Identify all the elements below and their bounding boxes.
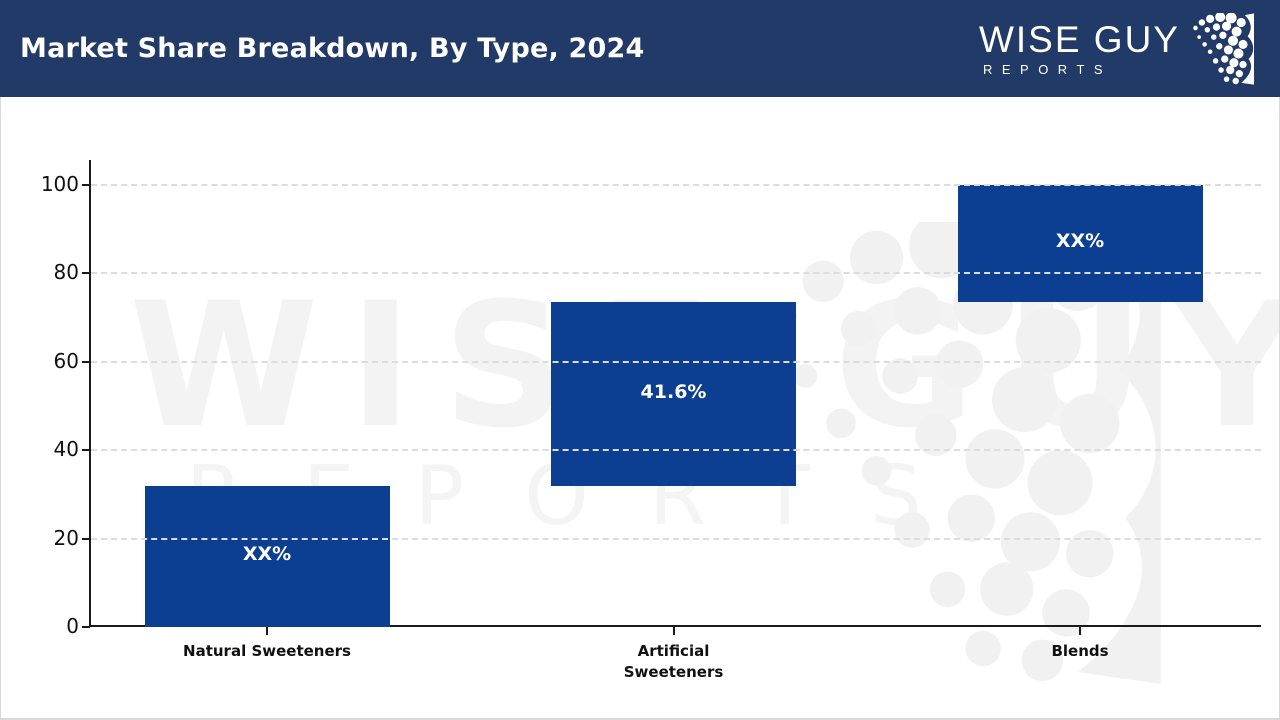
chart-canvas: WISE GUY REPORTS 020406080100XX%41.6%XX%… bbox=[0, 97, 1280, 720]
logo-text: WISE GUY REPORTS bbox=[979, 21, 1180, 77]
gridline-60 bbox=[91, 360, 1261, 363]
x-category-label: Artificial Sweeteners bbox=[554, 641, 794, 683]
x-category-label: Blends bbox=[960, 641, 1200, 662]
y-tick-mark bbox=[82, 626, 90, 628]
x-category-label-line: Blends bbox=[1051, 642, 1109, 660]
y-tick-label: 60 bbox=[53, 348, 79, 373]
logo-wordmark: WISE GUY bbox=[978, 18, 1180, 60]
bar-value-label: 41.6% bbox=[640, 380, 707, 403]
y-tick-mark bbox=[82, 537, 90, 540]
gridline-80 bbox=[91, 272, 1261, 275]
bar-0 bbox=[144, 485, 390, 627]
x-tick-mark bbox=[672, 627, 675, 635]
bar-1 bbox=[551, 301, 796, 486]
y-tick-mark bbox=[82, 360, 90, 363]
gridline-40 bbox=[91, 449, 1261, 452]
x-tick-mark bbox=[266, 627, 268, 635]
y-tick-mark bbox=[82, 449, 90, 452]
y-tick-label: 20 bbox=[53, 525, 79, 550]
x-category-label: Natural Sweeteners bbox=[147, 641, 387, 662]
header-bar: Market Share Breakdown, By Type, 2024 WI… bbox=[0, 0, 1280, 97]
wise-guy-reports-logo: WISE GUY REPORTS bbox=[979, 12, 1254, 85]
y-tick-label: 40 bbox=[53, 437, 79, 462]
y-tick-label: 80 bbox=[53, 260, 79, 285]
y-tick-label: 100 bbox=[40, 172, 79, 196]
x-category-label-line: Artificial bbox=[637, 642, 710, 660]
logo-subtitle: REPORTS bbox=[982, 61, 1113, 77]
dotted-face-icon bbox=[1193, 12, 1254, 85]
x-tick-mark bbox=[1079, 627, 1081, 635]
page-title: Market Share Breakdown, By Type, 2024 bbox=[20, 33, 645, 64]
bar-2 bbox=[957, 185, 1203, 302]
x-category-label-line: Sweeteners bbox=[623, 663, 724, 681]
bar-value-label: XX% bbox=[1055, 230, 1105, 253]
y-tick-mark bbox=[82, 272, 90, 275]
plot-area: 0 20 40 60 80 100 XX% 41.6% XX% Natural Sweetener… bbox=[41, 160, 1261, 681]
bar-value-label: XX% bbox=[242, 543, 292, 566]
y-tick-mark bbox=[82, 184, 90, 186]
gridline-20 bbox=[91, 537, 1261, 540]
gridline-100 bbox=[91, 184, 1261, 186]
x-category-label-line: Natural Sweeteners bbox=[183, 642, 351, 660]
y-tick-label: 0 bbox=[66, 614, 79, 638]
